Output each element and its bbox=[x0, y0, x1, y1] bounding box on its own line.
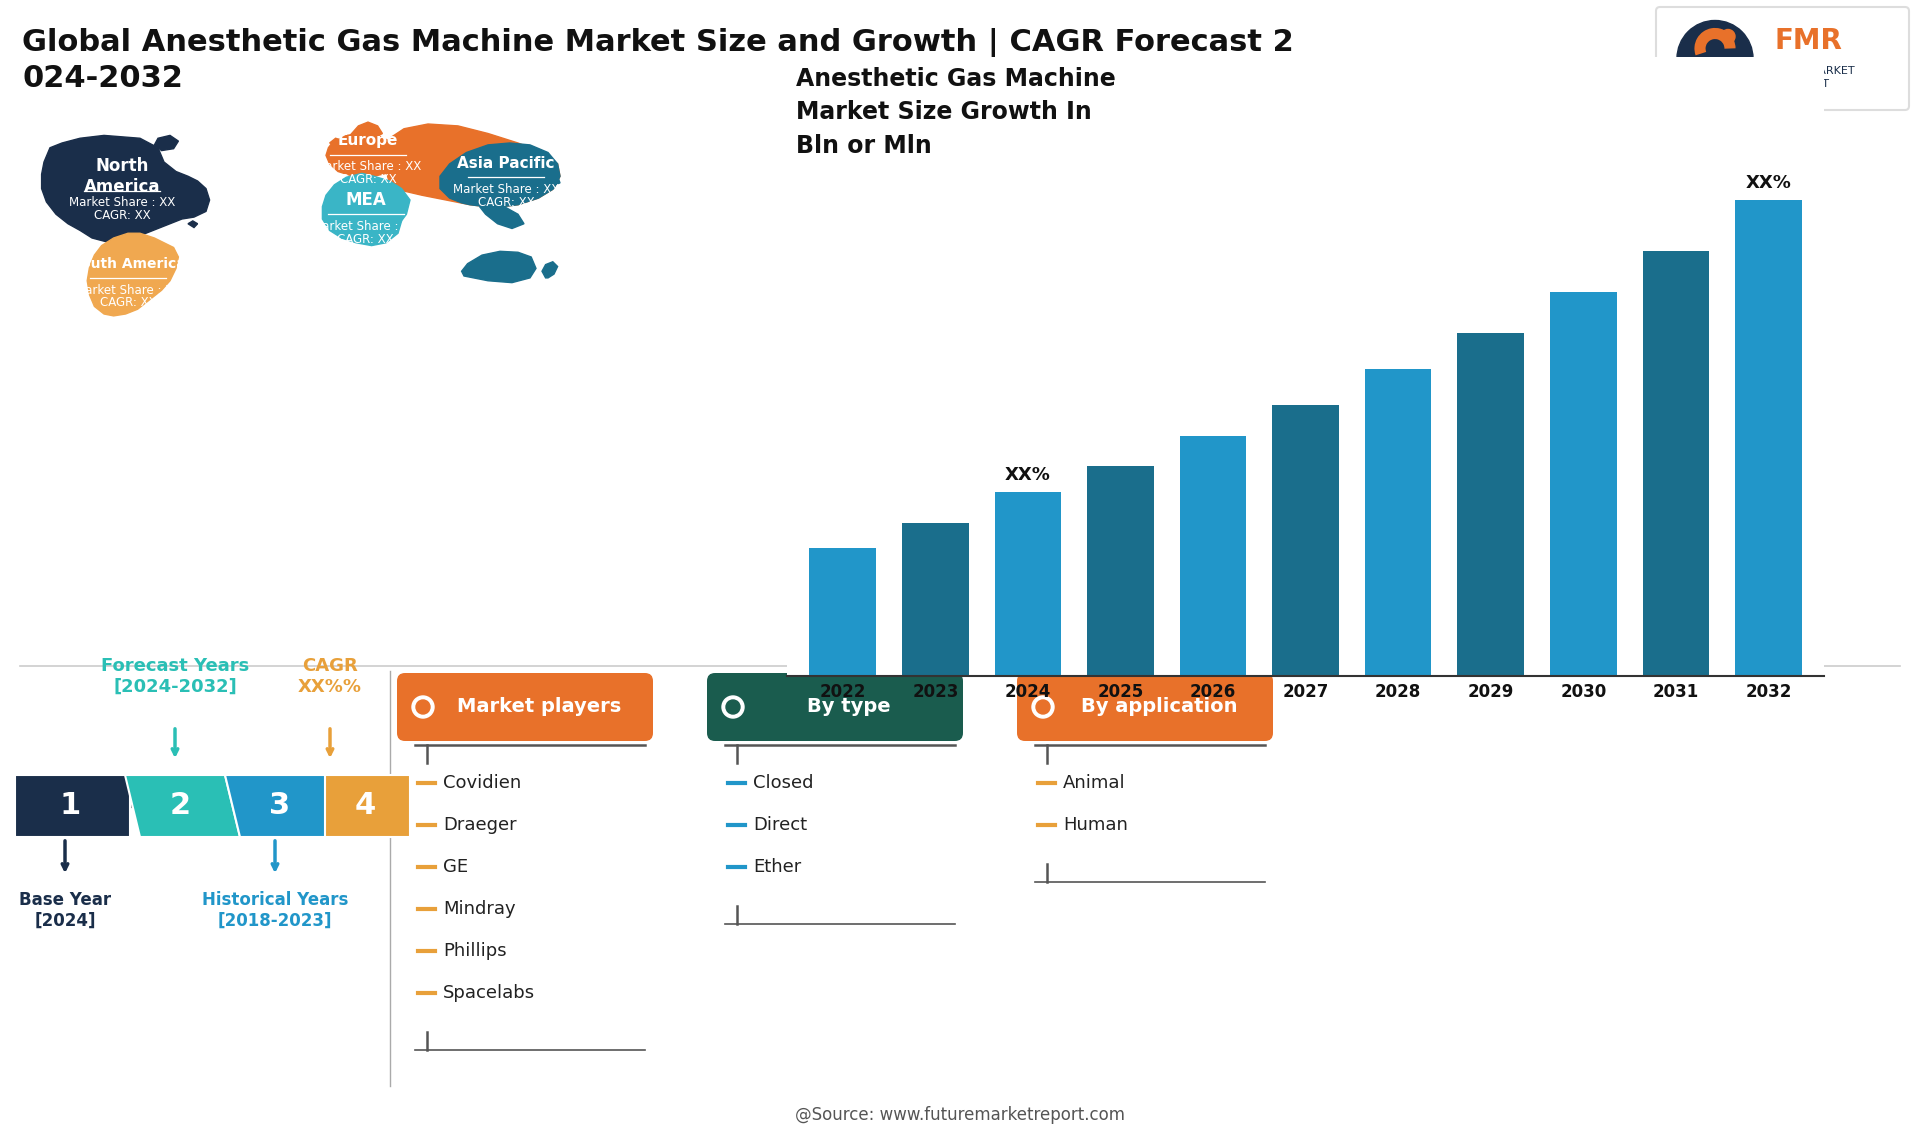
Text: GE: GE bbox=[444, 858, 468, 876]
Text: CAGR: XX: CAGR: XX bbox=[100, 297, 156, 309]
Text: Global Anesthetic Gas Machine Market Size and Growth | CAGR Forecast 2: Global Anesthetic Gas Machine Market Siz… bbox=[21, 28, 1294, 58]
Text: Direct: Direct bbox=[753, 816, 806, 834]
Polygon shape bbox=[547, 176, 561, 186]
Polygon shape bbox=[324, 775, 411, 837]
Text: CAGR: XX: CAGR: XX bbox=[338, 233, 394, 246]
Polygon shape bbox=[15, 775, 131, 837]
Text: 4: 4 bbox=[355, 792, 376, 821]
Bar bbox=[1644, 251, 1709, 676]
Circle shape bbox=[726, 700, 739, 714]
Circle shape bbox=[1720, 30, 1736, 44]
Text: Market Share : XX: Market Share : XX bbox=[315, 160, 420, 173]
Text: 024-2032: 024-2032 bbox=[21, 64, 182, 93]
Bar bbox=[1273, 405, 1338, 676]
Text: North
America: North America bbox=[84, 157, 159, 196]
Text: CAGR: XX: CAGR: XX bbox=[478, 196, 534, 209]
Text: Anesthetic Gas Machine
Market Size Growth In
Bln or Mln: Anesthetic Gas Machine Market Size Growt… bbox=[797, 66, 1116, 158]
Text: Closed: Closed bbox=[753, 774, 814, 792]
Text: @Source: www.futuremarketreport.com: @Source: www.futuremarketreport.com bbox=[795, 1106, 1125, 1124]
FancyBboxPatch shape bbox=[1018, 673, 1273, 741]
Bar bbox=[1457, 333, 1524, 676]
FancyBboxPatch shape bbox=[397, 673, 653, 741]
Polygon shape bbox=[326, 133, 401, 178]
Bar bbox=[1549, 292, 1617, 676]
Text: Animal: Animal bbox=[1064, 774, 1125, 792]
Text: Forecast Years
[2024-2032]: Forecast Years [2024-2032] bbox=[102, 657, 250, 696]
Text: FMR: FMR bbox=[1774, 28, 1841, 55]
Polygon shape bbox=[541, 261, 557, 277]
Text: XX%: XX% bbox=[1745, 174, 1791, 193]
Polygon shape bbox=[461, 251, 536, 283]
Polygon shape bbox=[349, 123, 382, 139]
Bar bbox=[1365, 369, 1432, 676]
Text: Market Share : XX: Market Share : XX bbox=[313, 220, 419, 233]
Polygon shape bbox=[225, 775, 340, 837]
FancyBboxPatch shape bbox=[707, 673, 964, 741]
Bar bbox=[902, 523, 968, 676]
Text: Phillips: Phillips bbox=[444, 942, 507, 960]
Circle shape bbox=[1033, 696, 1054, 719]
Text: Market Share : XX: Market Share : XX bbox=[453, 183, 559, 196]
FancyBboxPatch shape bbox=[1655, 7, 1908, 110]
Text: Base Year
[2024]: Base Year [2024] bbox=[19, 890, 111, 929]
Text: Market Share : XX: Market Share : XX bbox=[69, 196, 175, 209]
Text: Mindray: Mindray bbox=[444, 900, 516, 918]
Polygon shape bbox=[188, 221, 198, 228]
Polygon shape bbox=[42, 135, 209, 243]
Text: Covidien: Covidien bbox=[444, 774, 520, 792]
Circle shape bbox=[1676, 21, 1753, 96]
Bar bbox=[1179, 435, 1246, 676]
Text: XX%: XX% bbox=[1004, 466, 1050, 485]
Polygon shape bbox=[323, 173, 411, 240]
Bar bbox=[810, 548, 876, 676]
Text: Europe: Europe bbox=[338, 133, 397, 148]
Text: South America: South America bbox=[71, 257, 186, 270]
Text: CAGR
XX%%: CAGR XX%% bbox=[298, 657, 363, 696]
Text: Market players: Market players bbox=[457, 698, 622, 716]
Circle shape bbox=[413, 696, 434, 719]
Polygon shape bbox=[330, 139, 342, 146]
Text: By application: By application bbox=[1081, 698, 1236, 716]
Text: Market Share : XX: Market Share : XX bbox=[75, 283, 180, 297]
Bar bbox=[1736, 201, 1801, 676]
Text: FUTURE MARKET
REPORT: FUTURE MARKET REPORT bbox=[1761, 66, 1855, 89]
Text: Asia Pacific: Asia Pacific bbox=[457, 156, 555, 171]
Polygon shape bbox=[86, 234, 179, 316]
Circle shape bbox=[417, 700, 430, 714]
Circle shape bbox=[722, 696, 745, 719]
Bar bbox=[995, 492, 1062, 676]
Text: 3: 3 bbox=[269, 792, 290, 821]
Polygon shape bbox=[386, 124, 561, 207]
Text: 1: 1 bbox=[60, 792, 81, 821]
Polygon shape bbox=[480, 202, 524, 228]
Polygon shape bbox=[334, 198, 401, 245]
Text: CAGR: XX: CAGR: XX bbox=[94, 209, 150, 222]
Text: Spacelabs: Spacelabs bbox=[444, 984, 536, 1002]
Polygon shape bbox=[154, 135, 179, 150]
Text: Historical Years
[2018-2023]: Historical Years [2018-2023] bbox=[202, 890, 348, 929]
Text: By type: By type bbox=[806, 698, 891, 716]
Text: Ether: Ether bbox=[753, 858, 801, 876]
Text: 2: 2 bbox=[169, 792, 190, 821]
Text: Draeger: Draeger bbox=[444, 816, 516, 834]
Polygon shape bbox=[440, 143, 561, 207]
Bar bbox=[1087, 466, 1154, 676]
Circle shape bbox=[1037, 700, 1050, 714]
Text: MEA: MEA bbox=[346, 191, 386, 210]
Text: Human: Human bbox=[1064, 816, 1127, 834]
Text: CAGR: XX: CAGR: XX bbox=[340, 173, 396, 186]
Polygon shape bbox=[125, 775, 240, 837]
